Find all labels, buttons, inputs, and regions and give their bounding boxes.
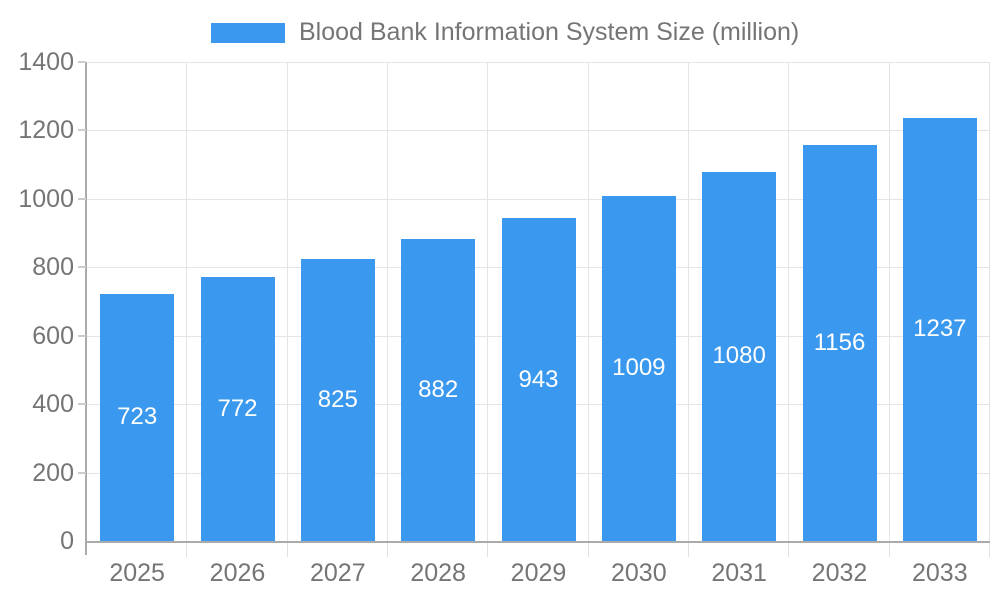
v-gridline-4 — [487, 62, 489, 541]
bar-value-label: 1156 — [813, 329, 866, 357]
y-axis-label-400: 400 — [32, 390, 74, 419]
x-axis-label-2025: 2025 — [109, 559, 165, 587]
x-axis-label-2028: 2028 — [410, 559, 466, 587]
x-axis-label-2032: 2032 — [811, 559, 868, 587]
y-axis-label-1200: 1200 — [18, 116, 74, 145]
v-gridline-9 — [989, 62, 990, 541]
bar-2028[interactable]: 882 — [401, 239, 476, 541]
y-axis-label-600: 600 — [32, 321, 74, 350]
y-tick-800 — [78, 266, 86, 269]
x-tick-1 — [186, 543, 188, 557]
x-axis-label-2027: 2027 — [310, 559, 366, 587]
y-axis-label-1400: 1400 — [18, 48, 74, 76]
plot-area: 723 772 825 882 943 1009 1080 1156 1237 — [87, 62, 990, 541]
legend-label: Blood Bank Information System Size (mill… — [299, 18, 800, 46]
y-tick-200 — [78, 471, 86, 474]
bar-2033[interactable]: 1237 — [902, 117, 977, 541]
bar-2030[interactable]: 1009 — [601, 195, 676, 541]
x-axis-label-2029: 2029 — [510, 559, 567, 587]
h-gridline-1000 — [87, 198, 990, 200]
bar-value-label: 825 — [317, 385, 358, 413]
v-gridline-1 — [186, 62, 188, 541]
x-tick-5 — [587, 543, 589, 557]
h-gridline-1200 — [87, 130, 990, 132]
y-tick-1000 — [78, 197, 86, 200]
v-gridline-6 — [688, 62, 689, 541]
bar-value-label: 882 — [418, 376, 459, 404]
bar-value-label: 1237 — [913, 315, 967, 343]
y-axis-label-0: 0 — [60, 527, 74, 555]
x-axis-label-2030: 2030 — [611, 559, 667, 587]
x-tick-3 — [387, 543, 388, 557]
bar-2032[interactable]: 1156 — [802, 145, 877, 541]
x-axis-label-2026: 2026 — [209, 559, 266, 587]
x-tick-8 — [888, 543, 890, 557]
y-tick-1200 — [78, 129, 86, 132]
bar-value-label: 1080 — [712, 342, 766, 370]
x-tick-6 — [688, 543, 689, 557]
y-axis-label-1000: 1000 — [18, 184, 74, 213]
x-axis-label-2031: 2031 — [711, 559, 767, 587]
bar-value-label: 772 — [217, 394, 258, 422]
legend: Blood Bank Information System Size (mill… — [211, 18, 799, 47]
bar-2026[interactable]: 772 — [200, 276, 275, 541]
x-tick-9 — [989, 543, 990, 557]
x-axis-label-2033: 2033 — [912, 559, 968, 587]
v-gridline-3 — [387, 62, 388, 541]
y-tick-600 — [78, 334, 86, 337]
h-gridline-1400 — [87, 62, 990, 63]
bar-value-label: 1009 — [612, 354, 666, 382]
x-tick-4 — [487, 543, 489, 557]
x-axis-line — [85, 541, 990, 543]
v-gridline-2 — [286, 62, 288, 541]
y-axis-label-200: 200 — [32, 458, 74, 487]
v-gridline-8 — [888, 62, 890, 541]
bar-2031[interactable]: 1080 — [702, 171, 777, 541]
bar-2029[interactable]: 943 — [501, 218, 576, 541]
y-axis-line — [85, 62, 87, 555]
legend-swatch — [211, 22, 285, 43]
v-gridline-5 — [587, 62, 589, 541]
bar-value-label: 723 — [117, 403, 158, 431]
y-axis-label-800: 800 — [32, 253, 74, 282]
y-tick-1400 — [78, 61, 86, 63]
v-gridline-7 — [788, 62, 790, 541]
bar-2027[interactable]: 825 — [300, 258, 375, 541]
bar-value-label: 943 — [518, 365, 559, 393]
x-tick-2 — [286, 543, 288, 557]
y-tick-400 — [78, 403, 86, 406]
bar-2025[interactable]: 723 — [100, 293, 175, 541]
x-tick-7 — [788, 543, 790, 557]
